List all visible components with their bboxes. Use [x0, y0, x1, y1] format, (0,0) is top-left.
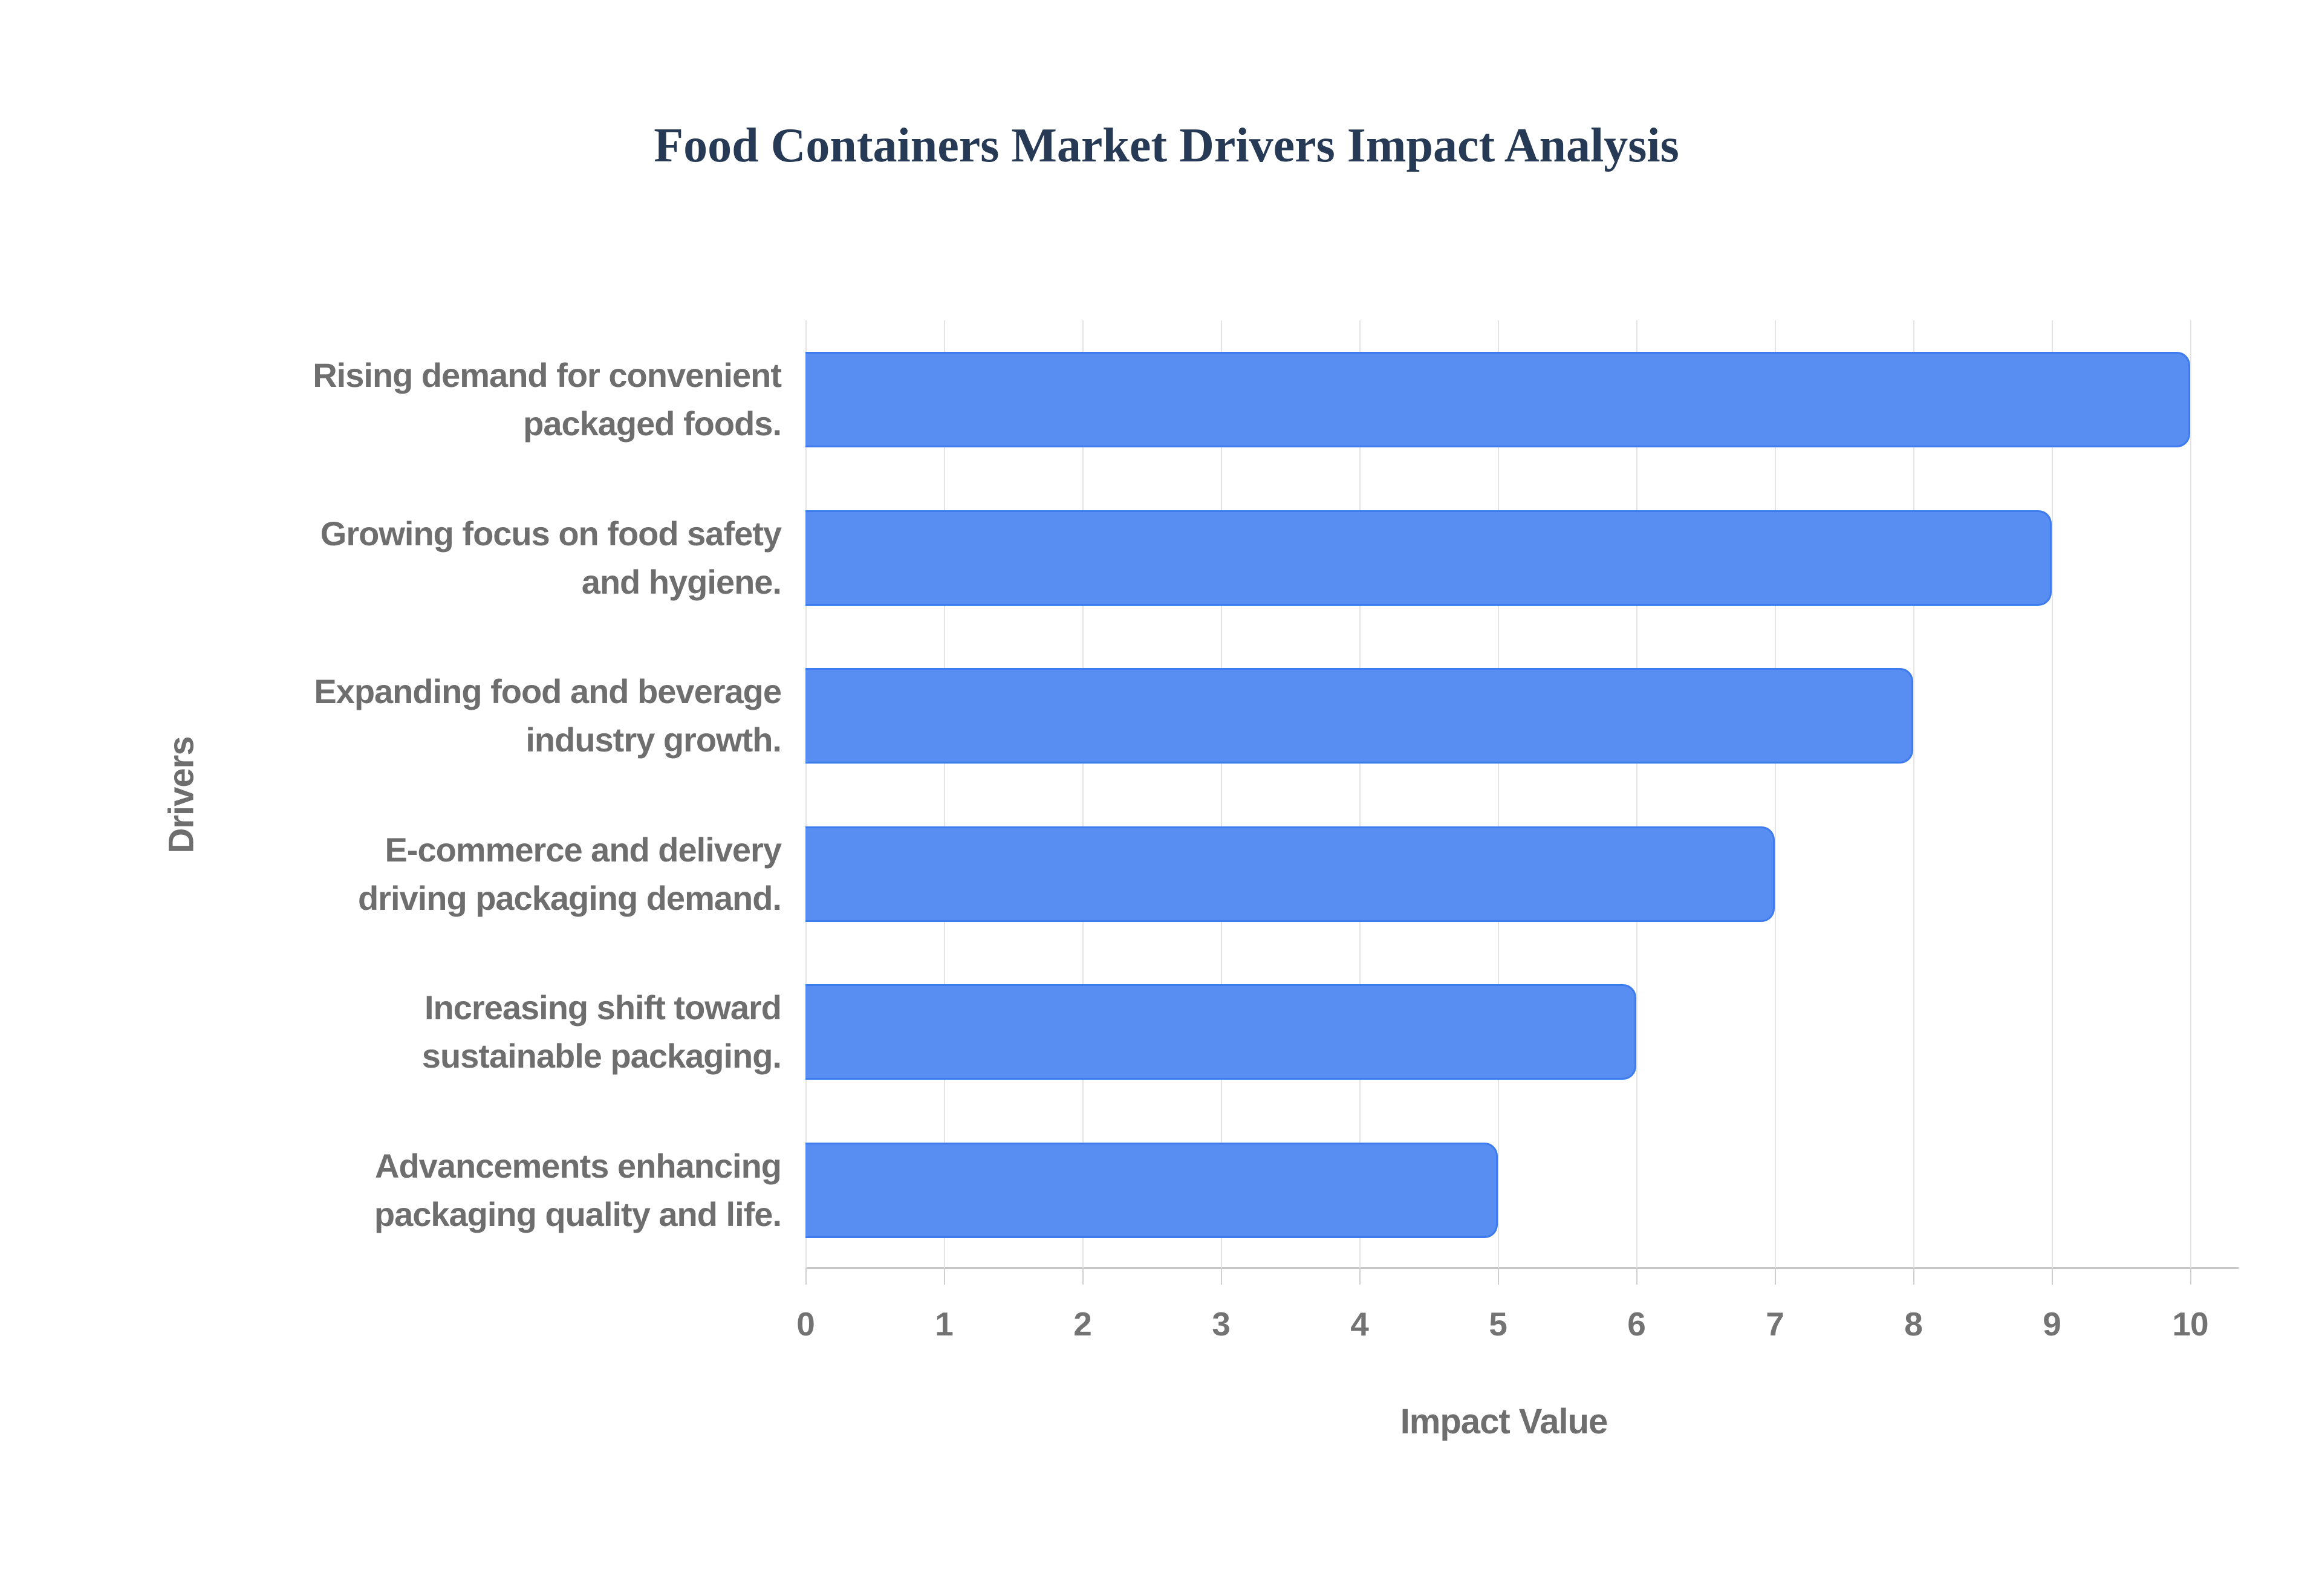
x-tick-label-9: 9: [2043, 1305, 2061, 1343]
gridline-x-5: [1498, 320, 1499, 1268]
category-label-3: E-commerce and delivery driving packagin…: [357, 830, 782, 917]
gridline-x-10: [2190, 320, 2191, 1268]
x-tick-label-8: 8: [1904, 1305, 1923, 1343]
x-tick-label-4: 4: [1350, 1305, 1369, 1343]
category-label-0: Rising demand for convenient packaged fo…: [313, 356, 782, 443]
x-tick-label-3: 3: [1212, 1305, 1231, 1343]
bar-row-2: [805, 668, 1913, 764]
x-axis-tick-labels: 0 1 2 3 4 5 6 7 8 9 10: [796, 1305, 2239, 1347]
x-tick-label-6: 6: [1627, 1305, 1646, 1343]
bar-row-5: [805, 1143, 1498, 1238]
category-label-2: Expanding food and beverage industry gro…: [314, 672, 782, 759]
category-label-5: Advancements enhancing packaging quality…: [374, 1147, 782, 1233]
bar-row-4: [805, 984, 1636, 1080]
category-label-4: Increasing shift toward sustainable pack…: [421, 988, 782, 1075]
tick-mark-x-9: [2052, 1268, 2053, 1285]
tick-mark-x-8: [1913, 1268, 1914, 1285]
x-axis-title: Impact Value: [1400, 1402, 1608, 1441]
x-tick-label-7: 7: [1766, 1305, 1784, 1343]
tick-mark-x-2: [1082, 1268, 1084, 1285]
gridline-x-8: [1913, 320, 1914, 1268]
plot-area: [805, 320, 2239, 1285]
gridline-x-2: [1082, 320, 1084, 1268]
x-tick-label-2: 2: [1073, 1305, 1092, 1343]
gridline-x-6: [1636, 320, 1637, 1268]
gridline-x-4: [1359, 320, 1361, 1268]
tick-mark-x-10: [2190, 1268, 2191, 1285]
gridline-x-1: [944, 320, 945, 1268]
gridline-x-3: [1221, 320, 1222, 1268]
bar-row-0: [805, 352, 2190, 447]
gridline-x-7: [1775, 320, 1776, 1268]
tick-mark-x-4: [1359, 1268, 1361, 1285]
bar-row-1: [805, 510, 2052, 606]
chart-title: Food Containers Market Drivers Impact An…: [654, 119, 1679, 172]
tick-mark-x-7: [1775, 1268, 1776, 1285]
x-tick-label-1: 1: [935, 1305, 954, 1343]
tick-mark-x-5: [1498, 1268, 1499, 1285]
gridline-x-0: [805, 320, 807, 1268]
tick-mark-x-6: [1636, 1268, 1637, 1285]
x-tick-label-10: 10: [2172, 1305, 2208, 1343]
gridline-x-9: [2052, 320, 2053, 1268]
category-label-1: Growing focus on food safety and hygiene…: [320, 514, 782, 601]
x-tick-label-0: 0: [796, 1305, 815, 1343]
tick-mark-x-0: [805, 1268, 807, 1285]
y-axis-title: Drivers: [161, 736, 201, 854]
x-axis-line: [805, 1267, 2239, 1269]
bar-row-3: [805, 826, 1775, 922]
tick-mark-x-3: [1221, 1268, 1222, 1285]
tick-mark-x-1: [944, 1268, 945, 1285]
x-tick-label-5: 5: [1489, 1305, 1507, 1343]
